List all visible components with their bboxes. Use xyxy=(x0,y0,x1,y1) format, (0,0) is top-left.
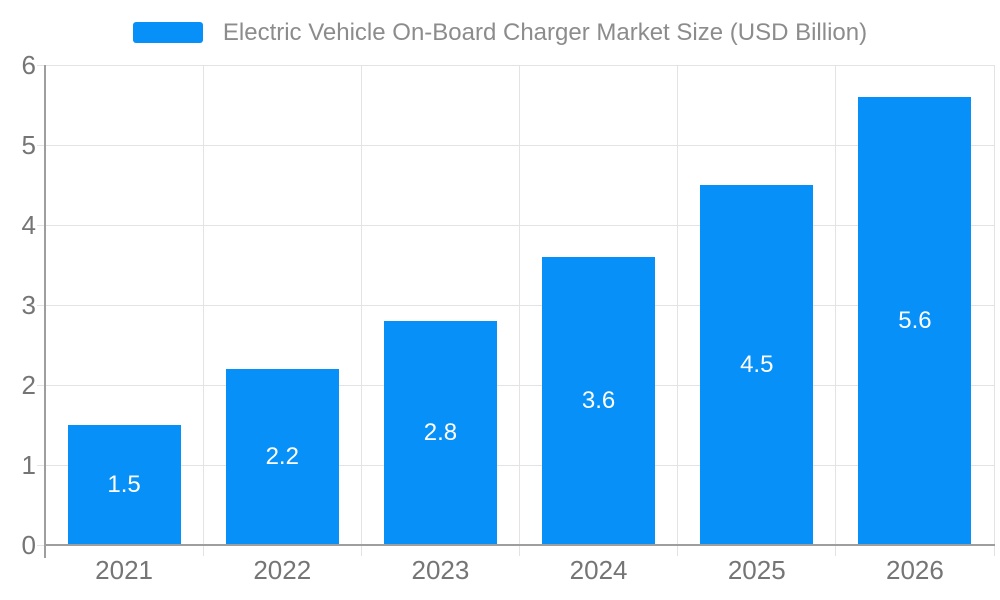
y-axis-tick xyxy=(37,304,45,306)
bar-value-label: 1.5 xyxy=(107,471,141,498)
bar-value-label: 2.8 xyxy=(423,419,458,446)
gridline-vertical xyxy=(202,65,204,545)
bar-2025[interactable] xyxy=(700,185,814,545)
y-axis-tick-label: 5 xyxy=(21,130,36,160)
x-axis-line xyxy=(44,544,995,546)
bar-2023[interactable] xyxy=(383,321,497,545)
legend-swatch xyxy=(132,22,203,43)
y-axis-tick xyxy=(37,144,45,146)
legend-item[interactable]: Electric Vehicle On-Board Charger Market… xyxy=(0,19,1000,46)
x-axis-tick-label: 2026 xyxy=(885,555,944,585)
y-axis-tick xyxy=(37,464,45,466)
y-axis-tick-label: 6 xyxy=(21,50,36,80)
gridline-vertical xyxy=(360,65,362,545)
y-axis-tick-label: 3 xyxy=(21,290,36,320)
bar-value-label: 3.6 xyxy=(581,387,616,414)
x-axis-tick-label: 2024 xyxy=(569,555,628,585)
y-axis-tick-label: 4 xyxy=(21,210,36,240)
x-axis-tick xyxy=(202,545,204,556)
y-axis-tick-label: 2 xyxy=(21,370,36,400)
y-axis-tick xyxy=(37,544,45,546)
gridline-vertical xyxy=(677,65,679,545)
x-axis-tick-label: 2022 xyxy=(253,555,312,585)
bar-value-label: 2.2 xyxy=(265,443,299,470)
gridline-vertical xyxy=(993,65,995,545)
x-axis-tick xyxy=(360,545,362,556)
y-axis-tick xyxy=(37,224,45,226)
x-axis-tick xyxy=(677,545,679,556)
chart-title: Electric Vehicle On-Board Charger Market… xyxy=(222,19,868,46)
x-axis-tick-label: 2021 xyxy=(95,555,153,585)
x-axis-tick xyxy=(835,545,837,556)
x-axis-tick-label: 2023 xyxy=(411,555,470,585)
gridline-vertical xyxy=(835,65,837,545)
bar-value-label: 4.5 xyxy=(740,351,774,378)
y-axis-tick xyxy=(37,64,45,66)
x-axis-tick xyxy=(993,545,995,556)
x-axis-tick xyxy=(519,545,520,556)
bar-2021[interactable] xyxy=(67,425,181,545)
y-axis-line xyxy=(44,65,46,558)
bar-2026[interactable] xyxy=(858,97,972,545)
gridline-vertical xyxy=(519,65,520,545)
bar-value-label: 5.6 xyxy=(898,307,932,334)
bar-2022[interactable] xyxy=(225,369,339,545)
y-axis-tick-label: 1 xyxy=(21,450,36,480)
y-axis-tick xyxy=(37,384,45,386)
x-axis-tick-label: 2025 xyxy=(727,555,786,585)
y-axis-tick-label: 0 xyxy=(21,530,36,560)
bar-2024[interactable] xyxy=(542,257,656,545)
